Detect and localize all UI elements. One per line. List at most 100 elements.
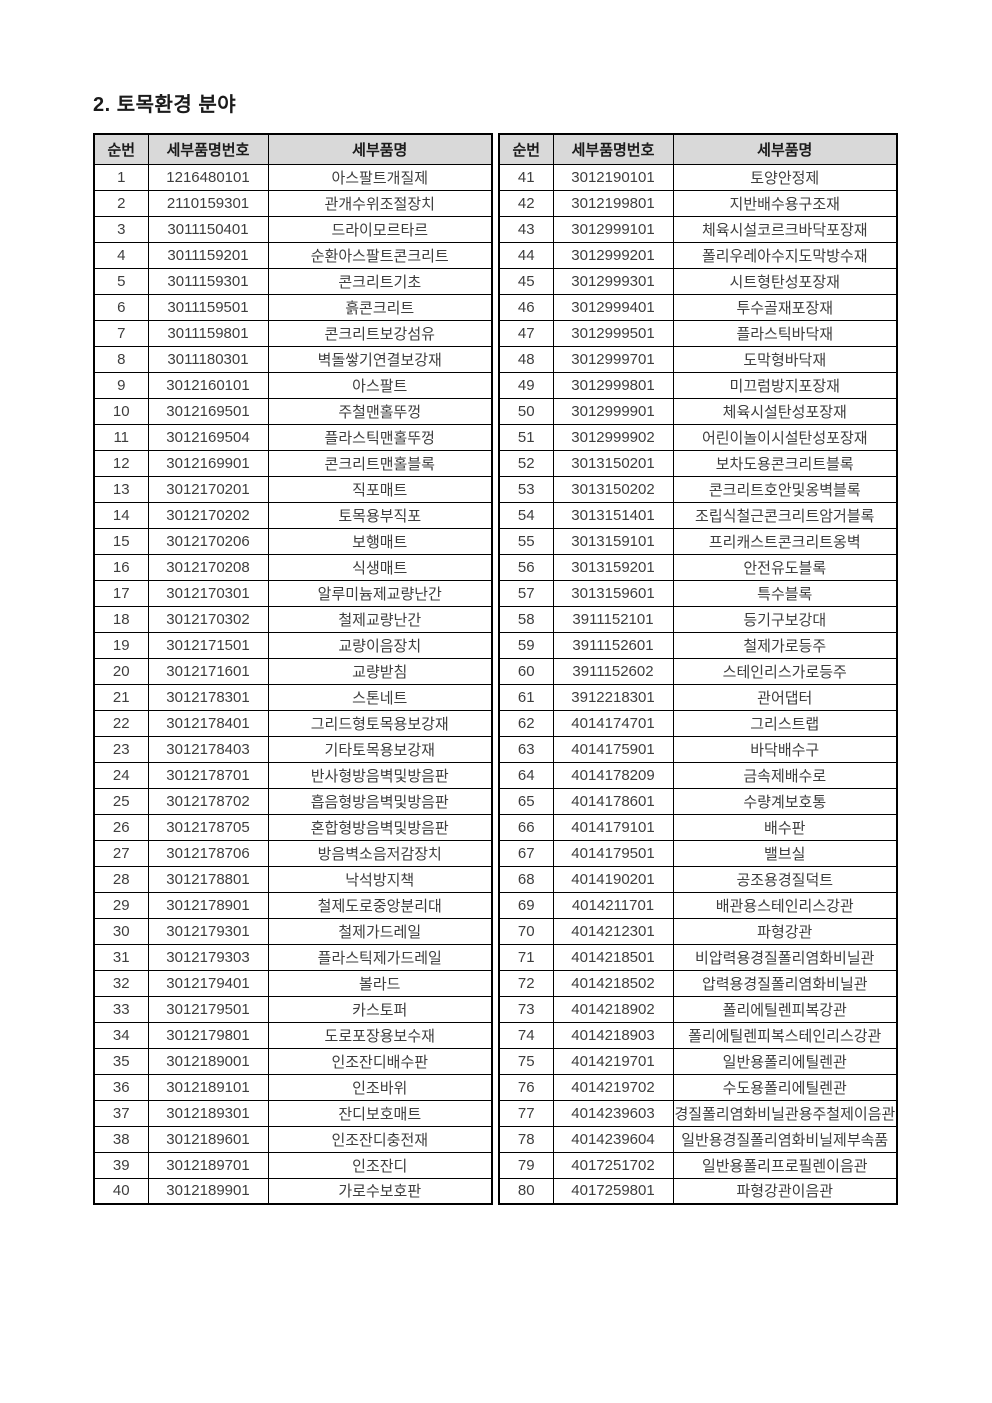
column-header-seq: 순번 <box>93 133 149 165</box>
code-cell: 4014219702 <box>552 1073 674 1101</box>
table-row: 58 3911152101 등기구보강대 <box>498 605 898 633</box>
code-cell: 3011159201 <box>147 241 269 269</box>
code-cell: 3011159501 <box>147 293 269 321</box>
seq-cell: 44 <box>498 241 554 269</box>
table-row: 54 3013151401 조립식철근콘크리트암거블록 <box>498 501 898 529</box>
name-cell: 밸브실 <box>672 839 898 867</box>
seq-cell: 7 <box>93 319 149 347</box>
table-row: 22 3012178401 그리드형토목용보강재 <box>93 709 493 737</box>
seq-cell: 15 <box>93 527 149 555</box>
table-row: 47 3012999501 플라스틱바닥재 <box>498 319 898 347</box>
code-cell: 4014175901 <box>552 735 674 763</box>
name-cell: 미끄럼방지포장재 <box>672 371 898 399</box>
seq-cell: 18 <box>93 605 149 633</box>
code-cell: 3012171501 <box>147 631 269 659</box>
table-row: 27 3012178706 방음벽소음저감장치 <box>93 839 493 867</box>
code-cell: 3911152602 <box>552 657 674 685</box>
code-cell: 3012170202 <box>147 501 269 529</box>
table-row: 20 3012171601 교량받침 <box>93 657 493 685</box>
column-header-code: 세부품명번호 <box>552 133 674 165</box>
table-row: 26 3012178705 혼합형방음벽및방음판 <box>93 813 493 841</box>
table-row: 53 3013150202 콘크리트호안및옹벽블록 <box>498 475 898 503</box>
code-cell: 3012189701 <box>147 1151 269 1179</box>
code-cell: 3013159201 <box>552 553 674 581</box>
code-cell: 4014178601 <box>552 787 674 815</box>
name-cell: 그리드형토목용보강재 <box>267 709 493 737</box>
header-row: 순번 세부품명번호 세부품명 <box>93 133 493 165</box>
table-row: 50 3012999901 체육시설탄성포장재 <box>498 397 898 425</box>
code-cell: 3012999902 <box>552 423 674 451</box>
item-table-right: 순번 세부품명번호 세부품명 41 3012190101 토양안정제 42 30… <box>498 133 898 1205</box>
seq-cell: 3 <box>93 215 149 243</box>
name-cell: 도로포장용보수재 <box>267 1021 493 1049</box>
code-cell: 3912218301 <box>552 683 674 711</box>
code-cell: 3011159801 <box>147 319 269 347</box>
table-row: 59 3911152601 철제가로등주 <box>498 631 898 659</box>
table-row: 44 3012999201 폴리우레아수지도막방수재 <box>498 241 898 269</box>
name-cell: 안전유도블록 <box>672 553 898 581</box>
seq-cell: 52 <box>498 449 554 477</box>
table-row: 67 4014179501 밸브실 <box>498 839 898 867</box>
name-cell: 교량이음장치 <box>267 631 493 659</box>
seq-cell: 8 <box>93 345 149 373</box>
table-row: 78 4014239604 일반용경질폴리염화비닐제부속품 <box>498 1125 898 1153</box>
name-cell: 잔디보호매트 <box>267 1099 493 1127</box>
name-cell: 스톤네트 <box>267 683 493 711</box>
seq-cell: 40 <box>93 1177 149 1205</box>
code-cell: 4014239603 <box>552 1099 674 1127</box>
table-row: 45 3012999301 시트형탄성포장재 <box>498 267 898 295</box>
code-cell: 3012178701 <box>147 761 269 789</box>
name-cell: 흡음형방음벽및방음판 <box>267 787 493 815</box>
name-cell: 특수블록 <box>672 579 898 607</box>
seq-cell: 48 <box>498 345 554 373</box>
name-cell: 체육시설코르크바닥포장재 <box>672 215 898 243</box>
name-cell: 플라스틱맨홀뚜껑 <box>267 423 493 451</box>
name-cell: 등기구보강대 <box>672 605 898 633</box>
table-row: 6 3011159501 흙콘크리트 <box>93 293 493 321</box>
table-row: 65 4014178601 수량계보호통 <box>498 787 898 815</box>
table-row: 12 3012169901 콘크리트맨홀블록 <box>93 449 493 477</box>
seq-cell: 54 <box>498 501 554 529</box>
code-cell: 3012178403 <box>147 735 269 763</box>
table-row: 57 3013159601 특수블록 <box>498 579 898 607</box>
table-row: 56 3013159201 안전유도블록 <box>498 553 898 581</box>
code-cell: 4014211701 <box>552 891 674 919</box>
seq-cell: 73 <box>498 995 554 1023</box>
name-cell: 투수골재포장재 <box>672 293 898 321</box>
name-cell: 교량받침 <box>267 657 493 685</box>
seq-cell: 26 <box>93 813 149 841</box>
table-row: 34 3012179801 도로포장용보수재 <box>93 1021 493 1049</box>
table-row: 32 3012179401 볼라드 <box>93 969 493 997</box>
code-cell: 3012189001 <box>147 1047 269 1075</box>
table-row: 29 3012178901 철제도로중앙분리대 <box>93 891 493 919</box>
table-row: 77 4014239603 경질폴리염화비닐관용주철제이음관 <box>498 1099 898 1127</box>
name-cell: 보차도용콘크리트블록 <box>672 449 898 477</box>
code-cell: 3012170302 <box>147 605 269 633</box>
name-cell: 시트형탄성포장재 <box>672 267 898 295</box>
name-cell: 관어댑터 <box>672 683 898 711</box>
seq-cell: 47 <box>498 319 554 347</box>
table-row: 3 3011150401 드라이모르타르 <box>93 215 493 243</box>
table-row: 70 4014212301 파형강관 <box>498 917 898 945</box>
table-row: 30 3012179301 철제가드레일 <box>93 917 493 945</box>
code-cell: 3012160101 <box>147 371 269 399</box>
name-cell: 체육시설탄성포장재 <box>672 397 898 425</box>
code-cell: 3911152601 <box>552 631 674 659</box>
name-cell: 기타토목용보강재 <box>267 735 493 763</box>
seq-cell: 46 <box>498 293 554 321</box>
seq-cell: 14 <box>93 501 149 529</box>
seq-cell: 60 <box>498 657 554 685</box>
code-cell: 4014179501 <box>552 839 674 867</box>
seq-cell: 42 <box>498 189 554 217</box>
seq-cell: 22 <box>93 709 149 737</box>
seq-cell: 77 <box>498 1099 554 1127</box>
code-cell: 3013159101 <box>552 527 674 555</box>
table-row: 69 4014211701 배관용스테인리스강관 <box>498 891 898 919</box>
table-row: 21 3012178301 스톤네트 <box>93 683 493 711</box>
name-cell: 콘크리트보강섬유 <box>267 319 493 347</box>
name-cell: 철제교량난간 <box>267 605 493 633</box>
table-row: 15 3012170206 보행매트 <box>93 527 493 555</box>
name-cell: 그리스트랩 <box>672 709 898 737</box>
seq-cell: 24 <box>93 761 149 789</box>
